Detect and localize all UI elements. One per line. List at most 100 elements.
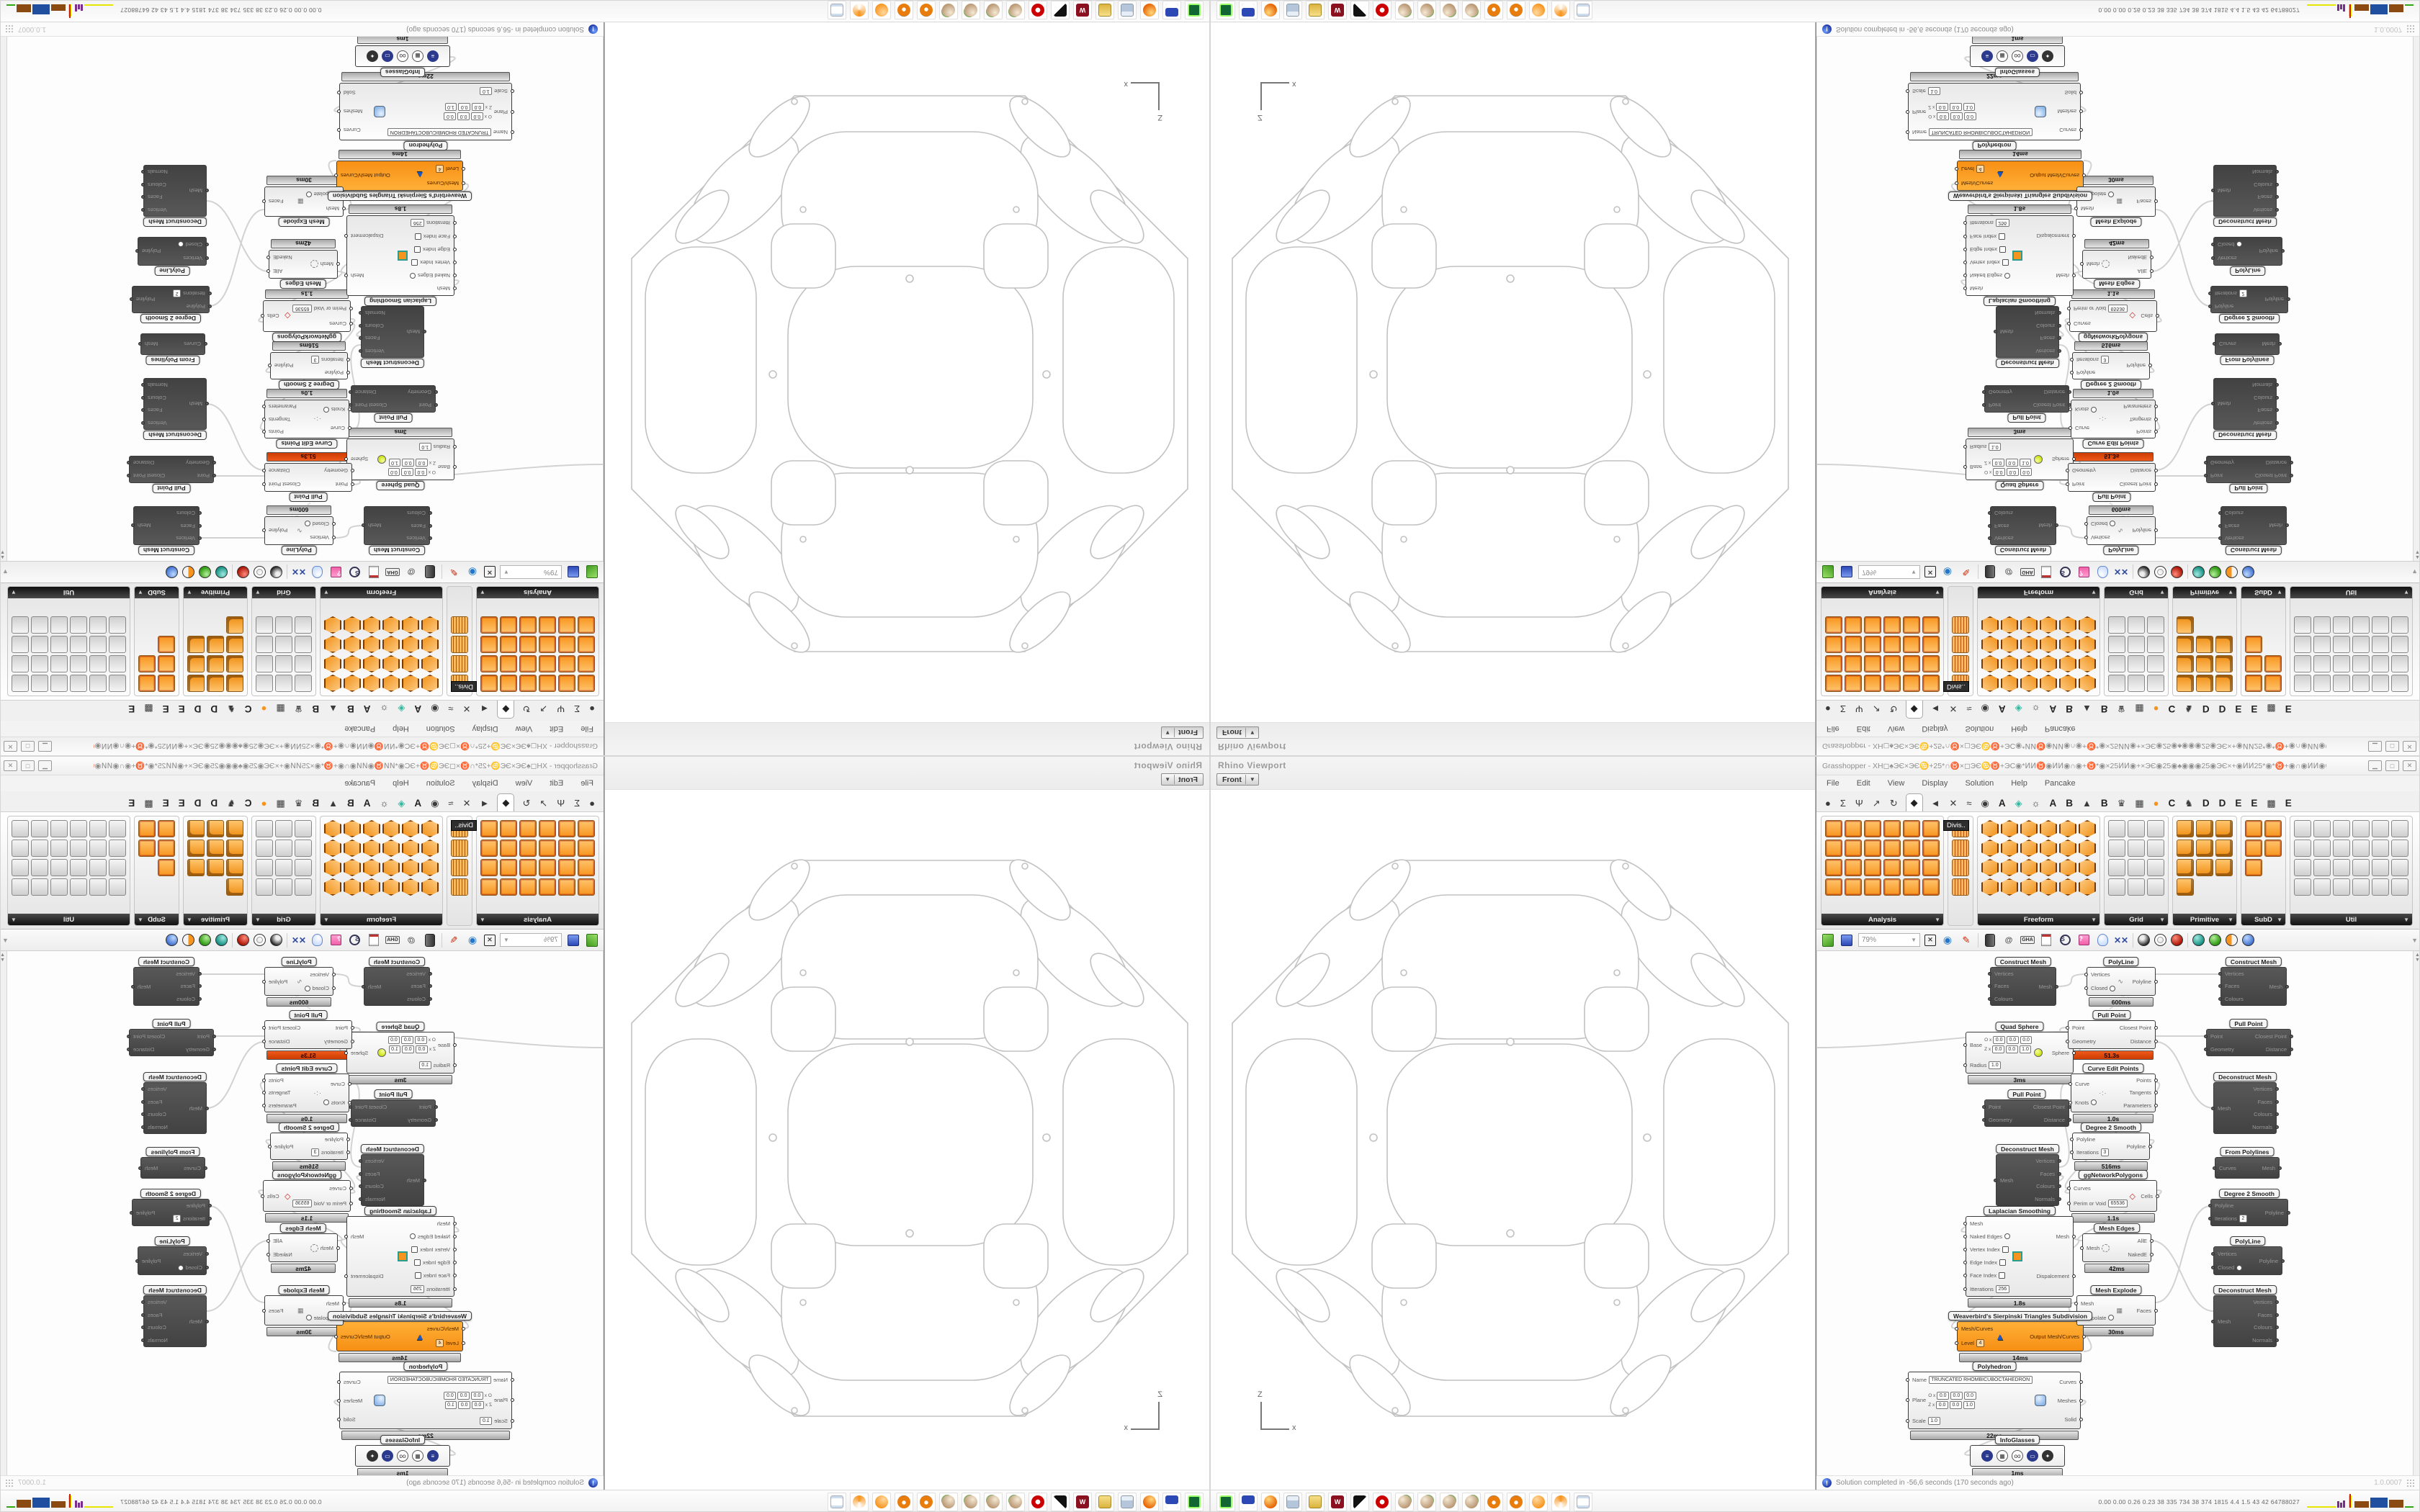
output-polyline[interactable]: Polyline (2259, 1258, 2285, 1264)
toggle-circle[interactable] (2236, 241, 2243, 248)
menu-item-pancake[interactable]: Pancake (2044, 779, 2076, 788)
component-icon[interactable] (539, 840, 556, 857)
input-port[interactable] (2066, 469, 2069, 472)
taskbar-app-folder-icon[interactable] (1095, 1, 1114, 20)
output-mesh[interactable]: Mesh (2269, 523, 2289, 529)
component-tab-26[interactable]: ▩ (144, 703, 153, 714)
input-port[interactable] (208, 305, 212, 308)
component-icon[interactable] (324, 636, 341, 653)
toggle-circle[interactable] (305, 1315, 312, 1320)
close-button[interactable]: ✕ (4, 760, 17, 771)
output-solid[interactable]: Solid (337, 1416, 356, 1423)
component-icon[interactable] (226, 616, 243, 634)
input-port[interactable] (1906, 130, 1909, 134)
component-tab-26[interactable]: ▩ (2267, 798, 2276, 809)
output-port[interactable] (2150, 1253, 2154, 1256)
grasshopper-titlebar[interactable]: Grasshopper - XH◻♠ЭЄ×ЭЄ♋+25*∩♉×◻ЭЄ♋♉+ЭϹ◉… (0, 737, 604, 755)
mystery-box-button[interactable]: ? (329, 565, 344, 580)
component-tab-17[interactable]: ♛ (294, 798, 303, 809)
component-icon[interactable] (1845, 616, 1862, 634)
component-icon[interactable] (2313, 636, 2331, 653)
component-tab-17[interactable]: ♛ (294, 703, 303, 714)
output-port[interactable] (268, 364, 272, 368)
component-icon[interactable] (31, 655, 48, 672)
component-tab-11[interactable]: ◈ (2015, 703, 2022, 714)
input-faces[interactable]: Faces (181, 983, 202, 989)
output-mesh[interactable]: Mesh (344, 1233, 364, 1240)
component-tab-14[interactable]: B (346, 703, 354, 714)
component-tab-18[interactable]: ▦ (2135, 798, 2144, 809)
component-tab-16[interactable]: B (312, 798, 320, 809)
input-port[interactable] (205, 243, 209, 246)
component-tab-0[interactable]: ● (589, 798, 595, 809)
component-icon[interactable] (138, 675, 156, 692)
component-tab-9[interactable]: ◉ (1981, 703, 1989, 714)
gh-node-pull-point[interactable]: Pull Point Point Geometry Closest Point Dist… (1982, 385, 2071, 423)
output-port[interactable] (2154, 1091, 2158, 1095)
output-faces[interactable]: Faces (141, 194, 162, 200)
value-chip[interactable]: 4 (1976, 1339, 1984, 1347)
input-mesh[interactable]: Mesh (326, 206, 346, 212)
component-tab-4[interactable]: ↻ (522, 703, 531, 714)
output-port[interactable] (359, 1171, 362, 1176)
component-tab-15[interactable]: ▲ (2082, 798, 2092, 809)
component-icon[interactable] (2020, 840, 2038, 857)
zoom-extents-button[interactable]: ✕ (484, 566, 496, 578)
gem-green-button[interactable] (2209, 566, 2221, 578)
component-icon[interactable] (256, 878, 273, 896)
component-tab-23[interactable]: D (194, 798, 202, 809)
component-icon[interactable] (109, 878, 126, 896)
gh-node-construct-mesh[interactable]: Construct Mesh Vertices Faces Colours Mesh (1988, 506, 2058, 555)
output-port[interactable] (262, 1079, 266, 1083)
component-icon[interactable] (1845, 675, 1862, 692)
component-icon[interactable] (1883, 878, 1901, 896)
canvas-scrollbar[interactable]: ▲ ▼ (0, 37, 7, 561)
component-icon[interactable] (2294, 859, 2311, 876)
output-port[interactable] (2290, 1034, 2293, 1038)
input-faces[interactable]: Faces (181, 523, 202, 529)
output-colours[interactable]: Colours (2254, 181, 2279, 188)
output-mesh[interactable]: Mesh (2056, 1233, 2076, 1240)
output-normals[interactable]: Normals (141, 1124, 168, 1130)
component-icon[interactable] (382, 878, 400, 896)
gem-rings-button[interactable] (2154, 934, 2166, 946)
component-icon[interactable] (344, 675, 361, 692)
output-colours[interactable]: Colours (2254, 1111, 2279, 1117)
toggle-box[interactable] (1999, 1272, 2006, 1279)
input-vertices[interactable]: Vertices (183, 255, 209, 261)
component-tab-3[interactable]: ↗ (1872, 798, 1881, 809)
component-icon[interactable] (519, 859, 537, 876)
output-mesh[interactable]: Mesh (2039, 984, 2058, 990)
coordinate-chip[interactable]: 0.0 (2005, 1045, 2018, 1054)
input-port[interactable] (462, 1327, 465, 1331)
output-closest-point[interactable]: Closest Point (2033, 1104, 2071, 1110)
component-icon[interactable] (1922, 675, 1940, 692)
component-icon[interactable] (2391, 859, 2408, 876)
output-output-mesh-curves[interactable]: Output Mesh/Curves (334, 1333, 390, 1340)
taskbar-app-settings-icon[interactable] (1028, 1492, 1047, 1511)
component-icon[interactable] (480, 840, 498, 857)
output-port[interactable] (2058, 348, 2061, 353)
input-port[interactable] (1988, 536, 1991, 540)
component-tab-23[interactable]: D (194, 703, 202, 714)
component-icon[interactable] (578, 820, 595, 837)
output-alle[interactable]: AllE (266, 268, 282, 274)
component-icon[interactable] (2108, 859, 2125, 876)
component-icon[interactable] (109, 616, 126, 634)
gh-node-quad-sphere[interactable]: Quad Sphere Base O x 0.0 0.0 0.0 Z x 0.0 0.0 1.0 R… (1963, 1022, 2076, 1084)
output-vertices[interactable]: Vertices (2035, 348, 2061, 354)
preview-eye-button[interactable]: ◉ (467, 567, 478, 578)
output-nakede[interactable]: NakedE (2128, 254, 2154, 261)
component-tab-23[interactable]: D (2218, 703, 2226, 714)
component-icon[interactable] (1883, 636, 1901, 653)
output-closest-point[interactable]: Closest Point (2255, 1033, 2293, 1040)
component-icon[interactable] (480, 616, 498, 634)
component-icon[interactable] (2177, 636, 2194, 653)
input-port[interactable] (2067, 307, 2071, 311)
input-port[interactable] (1963, 445, 1967, 449)
input-port[interactable] (453, 1247, 457, 1251)
open-file-button[interactable] (585, 565, 599, 580)
output-normals[interactable]: Normals (2035, 310, 2061, 316)
component-icon[interactable] (1825, 655, 1842, 672)
input-geometry[interactable]: Geometry (186, 460, 216, 467)
